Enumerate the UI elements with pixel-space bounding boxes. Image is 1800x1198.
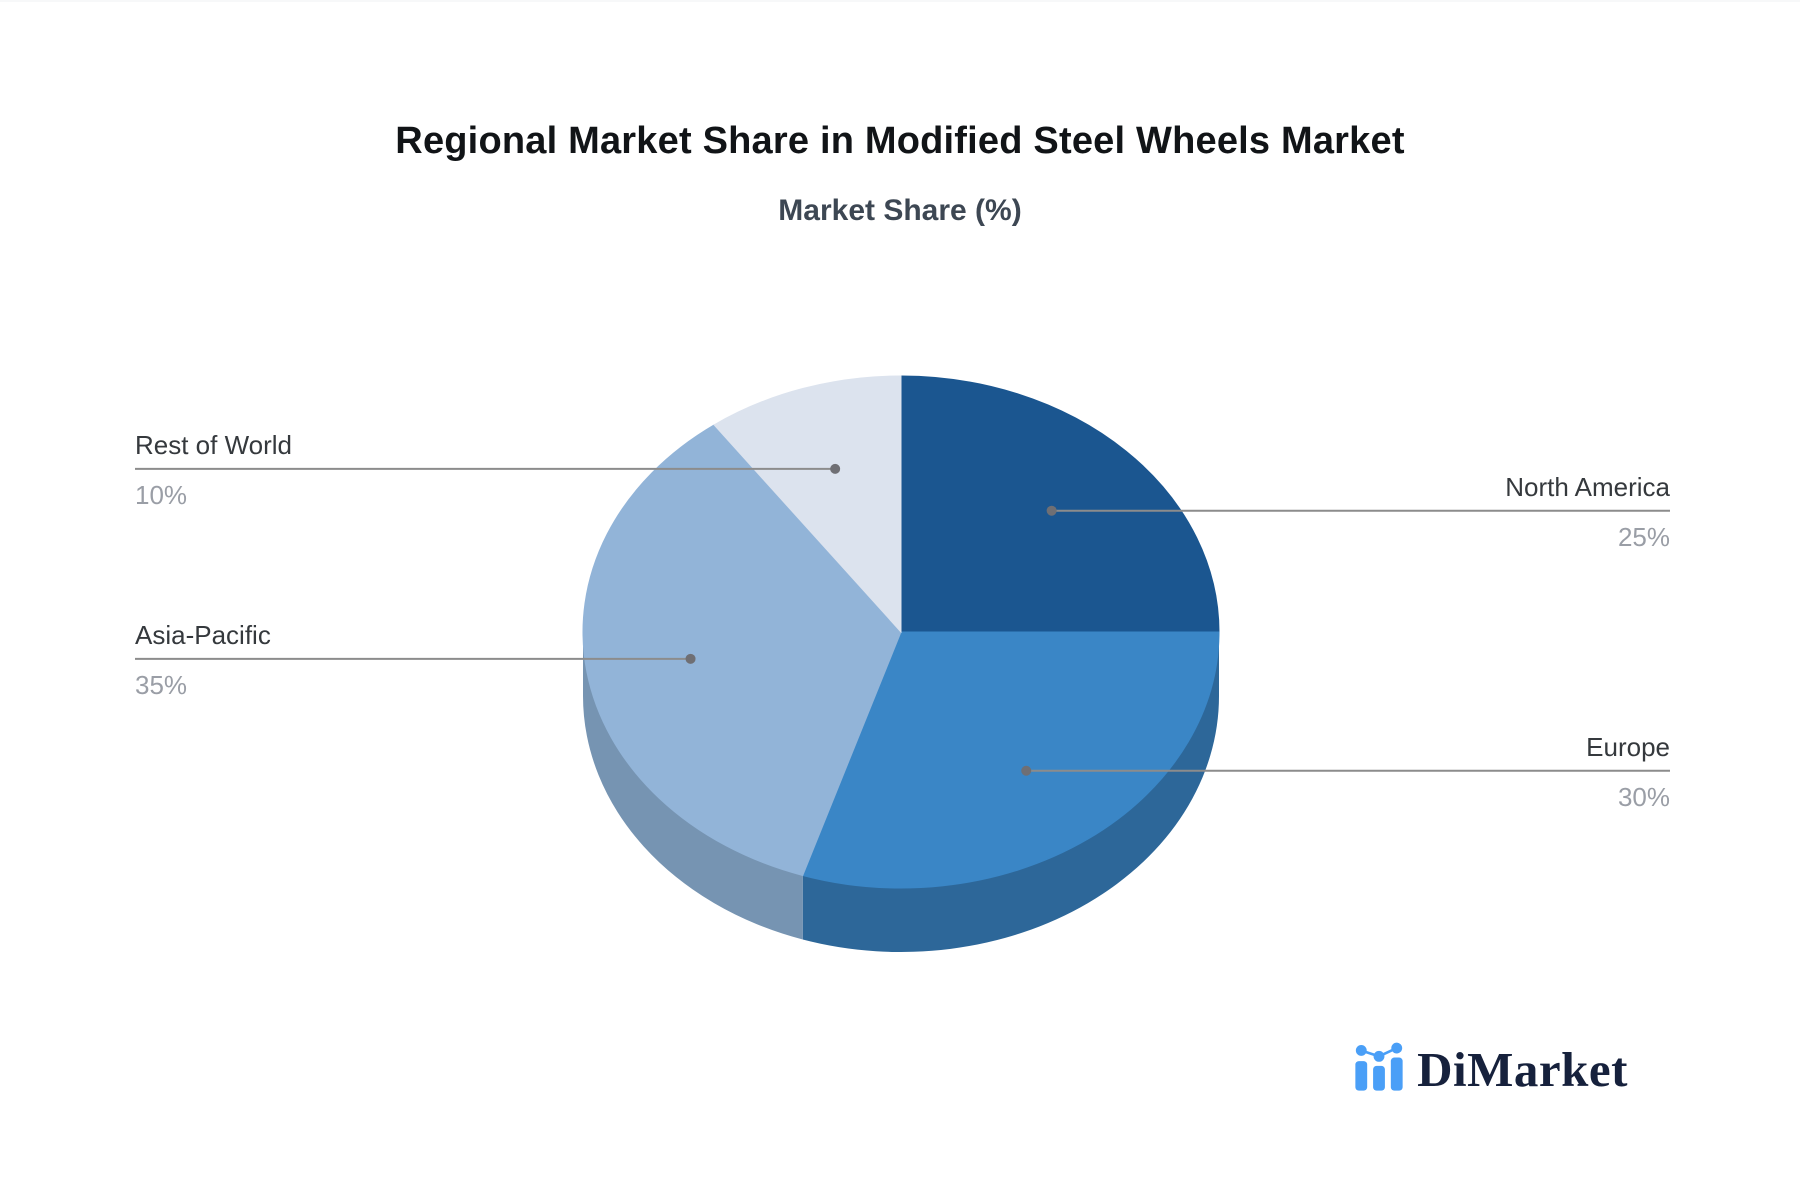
pie-slice-side-asia-pacific <box>583 632 803 940</box>
chart-title: Regional Market Share in Modified Steel … <box>395 120 1405 162</box>
bar-chart-icon <box>1355 1042 1403 1091</box>
pie-slice-europe[interactable] <box>802 631 1220 889</box>
slice-pct-rest-of-world: 10% <box>135 479 188 510</box>
slice-label-rest-of-world: Rest of World <box>135 429 293 460</box>
slice-label-europe: Europe <box>1586 731 1670 762</box>
leader-dot-north-america <box>1046 505 1057 516</box>
leader-dot-asia-pacific <box>685 653 696 664</box>
pie-slice-side-europe <box>802 632 1219 952</box>
pie-slice-asia-pacific[interactable] <box>582 424 902 877</box>
slice-pct-asia-pacific: 35% <box>135 669 188 700</box>
leader-dot-europe <box>1021 765 1032 776</box>
leader-dot-rest-of-world <box>830 463 841 474</box>
brand-name: DiMarket <box>1417 1041 1628 1097</box>
pie-slice-rest-of-world[interactable] <box>713 375 902 634</box>
chart-subtitle: Market Share (%) <box>778 194 1022 227</box>
pie-slice-north-america[interactable] <box>900 375 1220 633</box>
slice-label-north-america: North America <box>1505 471 1670 502</box>
slice-pct-europe: 30% <box>1617 781 1670 812</box>
slice-pct-north-america: 25% <box>1617 521 1670 552</box>
brand-logo: DiMarket <box>1353 1040 1628 1098</box>
slice-label-asia-pacific: Asia-Pacific <box>135 619 271 650</box>
